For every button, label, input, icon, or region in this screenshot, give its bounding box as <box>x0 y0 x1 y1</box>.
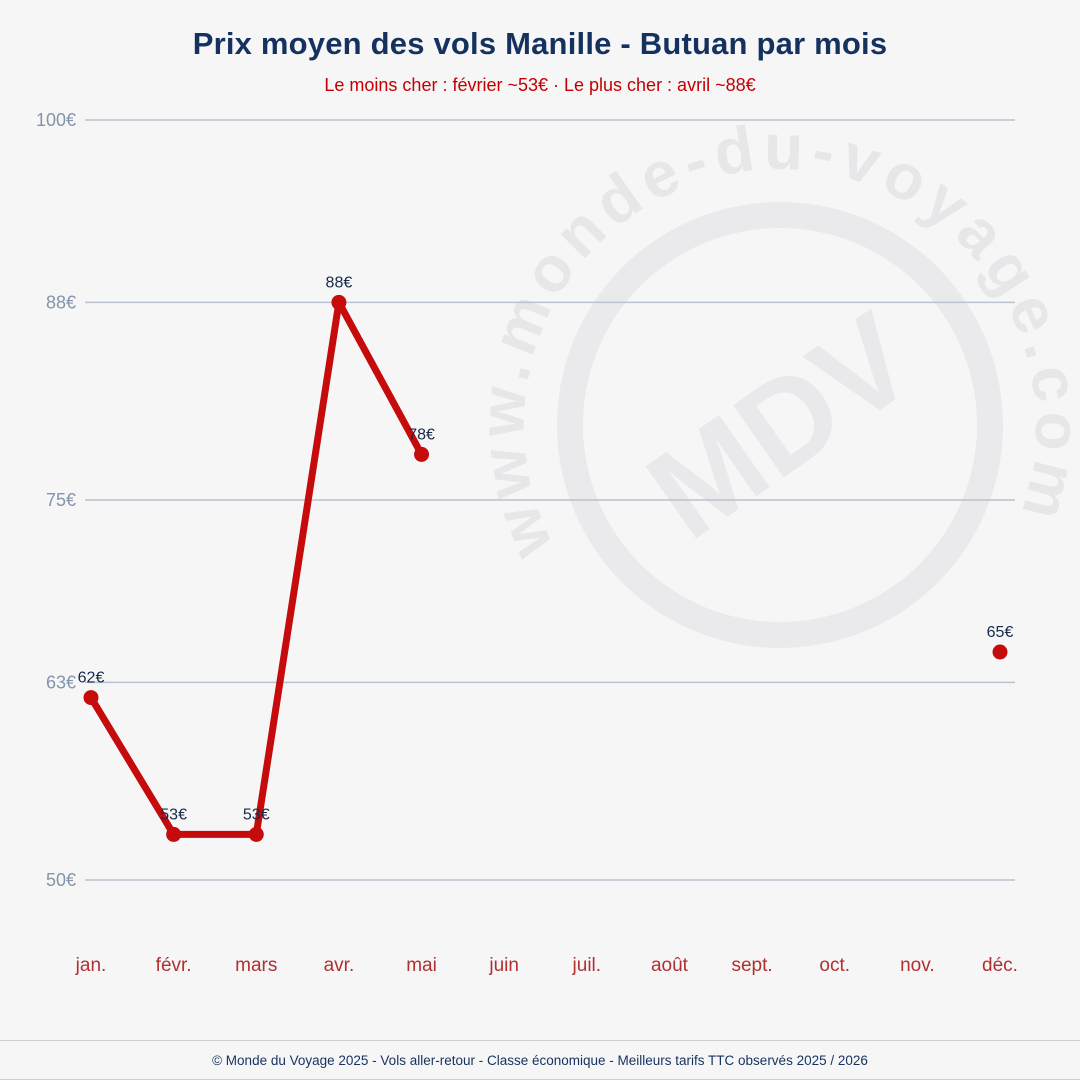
data-point-label: 88€ <box>326 274 353 291</box>
data-point <box>83 690 99 706</box>
x-axis-label: mai <box>406 955 437 976</box>
data-point <box>248 826 264 842</box>
data-point-label: 62€ <box>78 670 105 687</box>
x-axis-label: nov. <box>900 955 935 976</box>
x-axis-label: mars <box>235 955 277 976</box>
price-line <box>87 298 426 838</box>
data-point-label: 53€ <box>160 806 187 823</box>
data-point <box>166 826 182 842</box>
x-axis-label: juil. <box>572 955 602 976</box>
x-axis-label: févr. <box>156 955 192 976</box>
y-axis-label: 50€ <box>46 870 76 890</box>
x-axis-label: août <box>651 955 689 976</box>
watermark-center-text: MDV <box>623 286 938 566</box>
data-point <box>992 644 1008 660</box>
chart-subtitle: Le moins cher : février ~53€ · Le plus c… <box>324 75 756 95</box>
y-axis-label: 88€ <box>46 292 76 312</box>
y-axis-label: 75€ <box>46 490 76 510</box>
y-axis-label: 100€ <box>36 110 76 130</box>
data-point-label: 53€ <box>243 806 270 823</box>
data-point <box>331 294 347 310</box>
x-axis-label: déc. <box>982 955 1018 976</box>
x-axis-label: avr. <box>324 955 355 976</box>
x-axis-label: juin <box>488 955 519 976</box>
x-axis-label: oct. <box>819 955 850 976</box>
footer-text: © Monde du Voyage 2025 - Vols aller-reto… <box>212 1052 868 1068</box>
data-point-label: 65€ <box>987 624 1014 641</box>
data-point-label: 78€ <box>408 426 435 443</box>
data-point <box>414 446 430 462</box>
x-axis-label: sept. <box>731 955 772 976</box>
y-axis-label: 63€ <box>46 672 76 692</box>
chart-title: Prix moyen des vols Manille - Butuan par… <box>192 26 888 61</box>
footer: © Monde du Voyage 2025 - Vols aller-reto… <box>0 1040 1080 1080</box>
x-axis-label: jan. <box>75 955 107 976</box>
